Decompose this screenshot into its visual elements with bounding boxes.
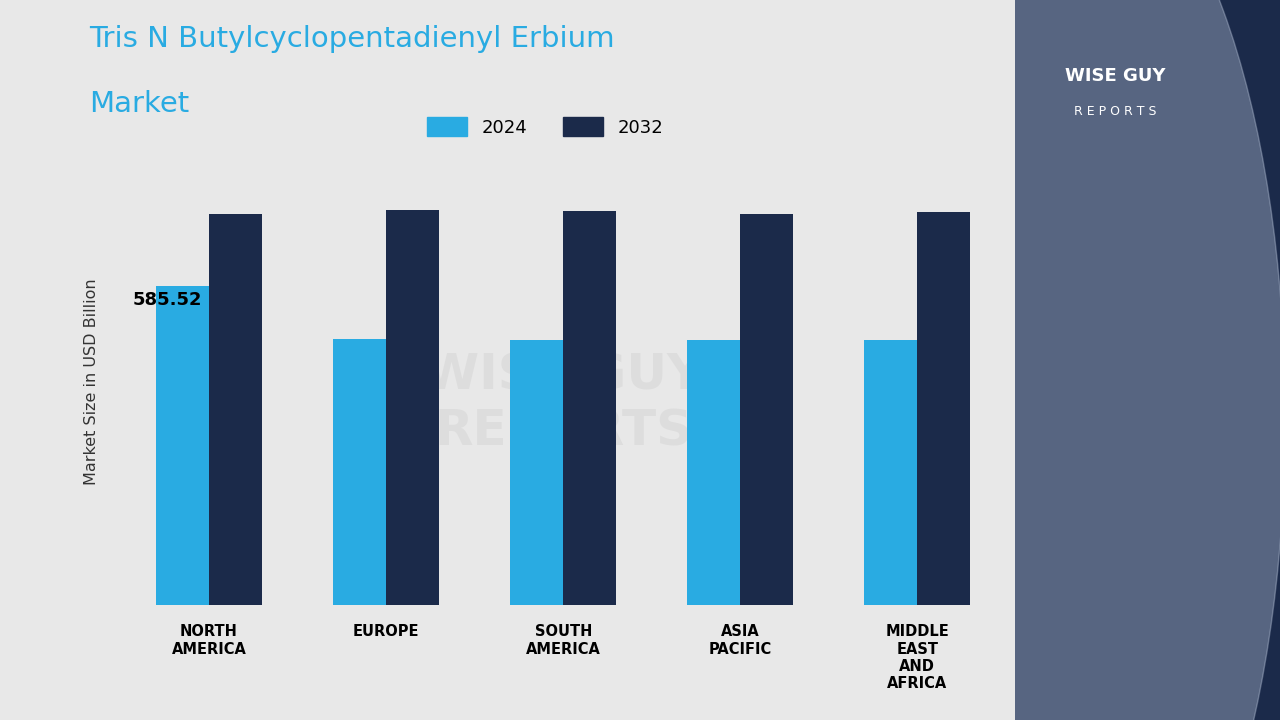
Bar (387, 210, 439, 605)
Text: WISE GUY: WISE GUY (1065, 67, 1166, 85)
Text: Market: Market (90, 90, 189, 118)
Bar (864, 341, 918, 605)
Bar (509, 340, 563, 605)
Bar (687, 340, 740, 605)
Circle shape (861, 0, 1280, 720)
Text: R E P O R T S: R E P O R T S (1074, 105, 1157, 118)
Bar (918, 212, 970, 605)
Text: Tris N Butylcyclopentadienyl Erbium: Tris N Butylcyclopentadienyl Erbium (90, 25, 616, 53)
Bar (563, 211, 617, 605)
Legend: 2024, 2032: 2024, 2032 (420, 109, 671, 144)
Y-axis label: Market Size in USD Billion: Market Size in USD Billion (83, 279, 99, 485)
Text: 585.52: 585.52 (133, 291, 202, 309)
Text: WISE GUY
REPORTS: WISE GUY REPORTS (424, 351, 703, 455)
Bar (333, 339, 387, 605)
Bar (740, 214, 794, 605)
Bar (156, 286, 209, 605)
Bar (209, 214, 262, 605)
